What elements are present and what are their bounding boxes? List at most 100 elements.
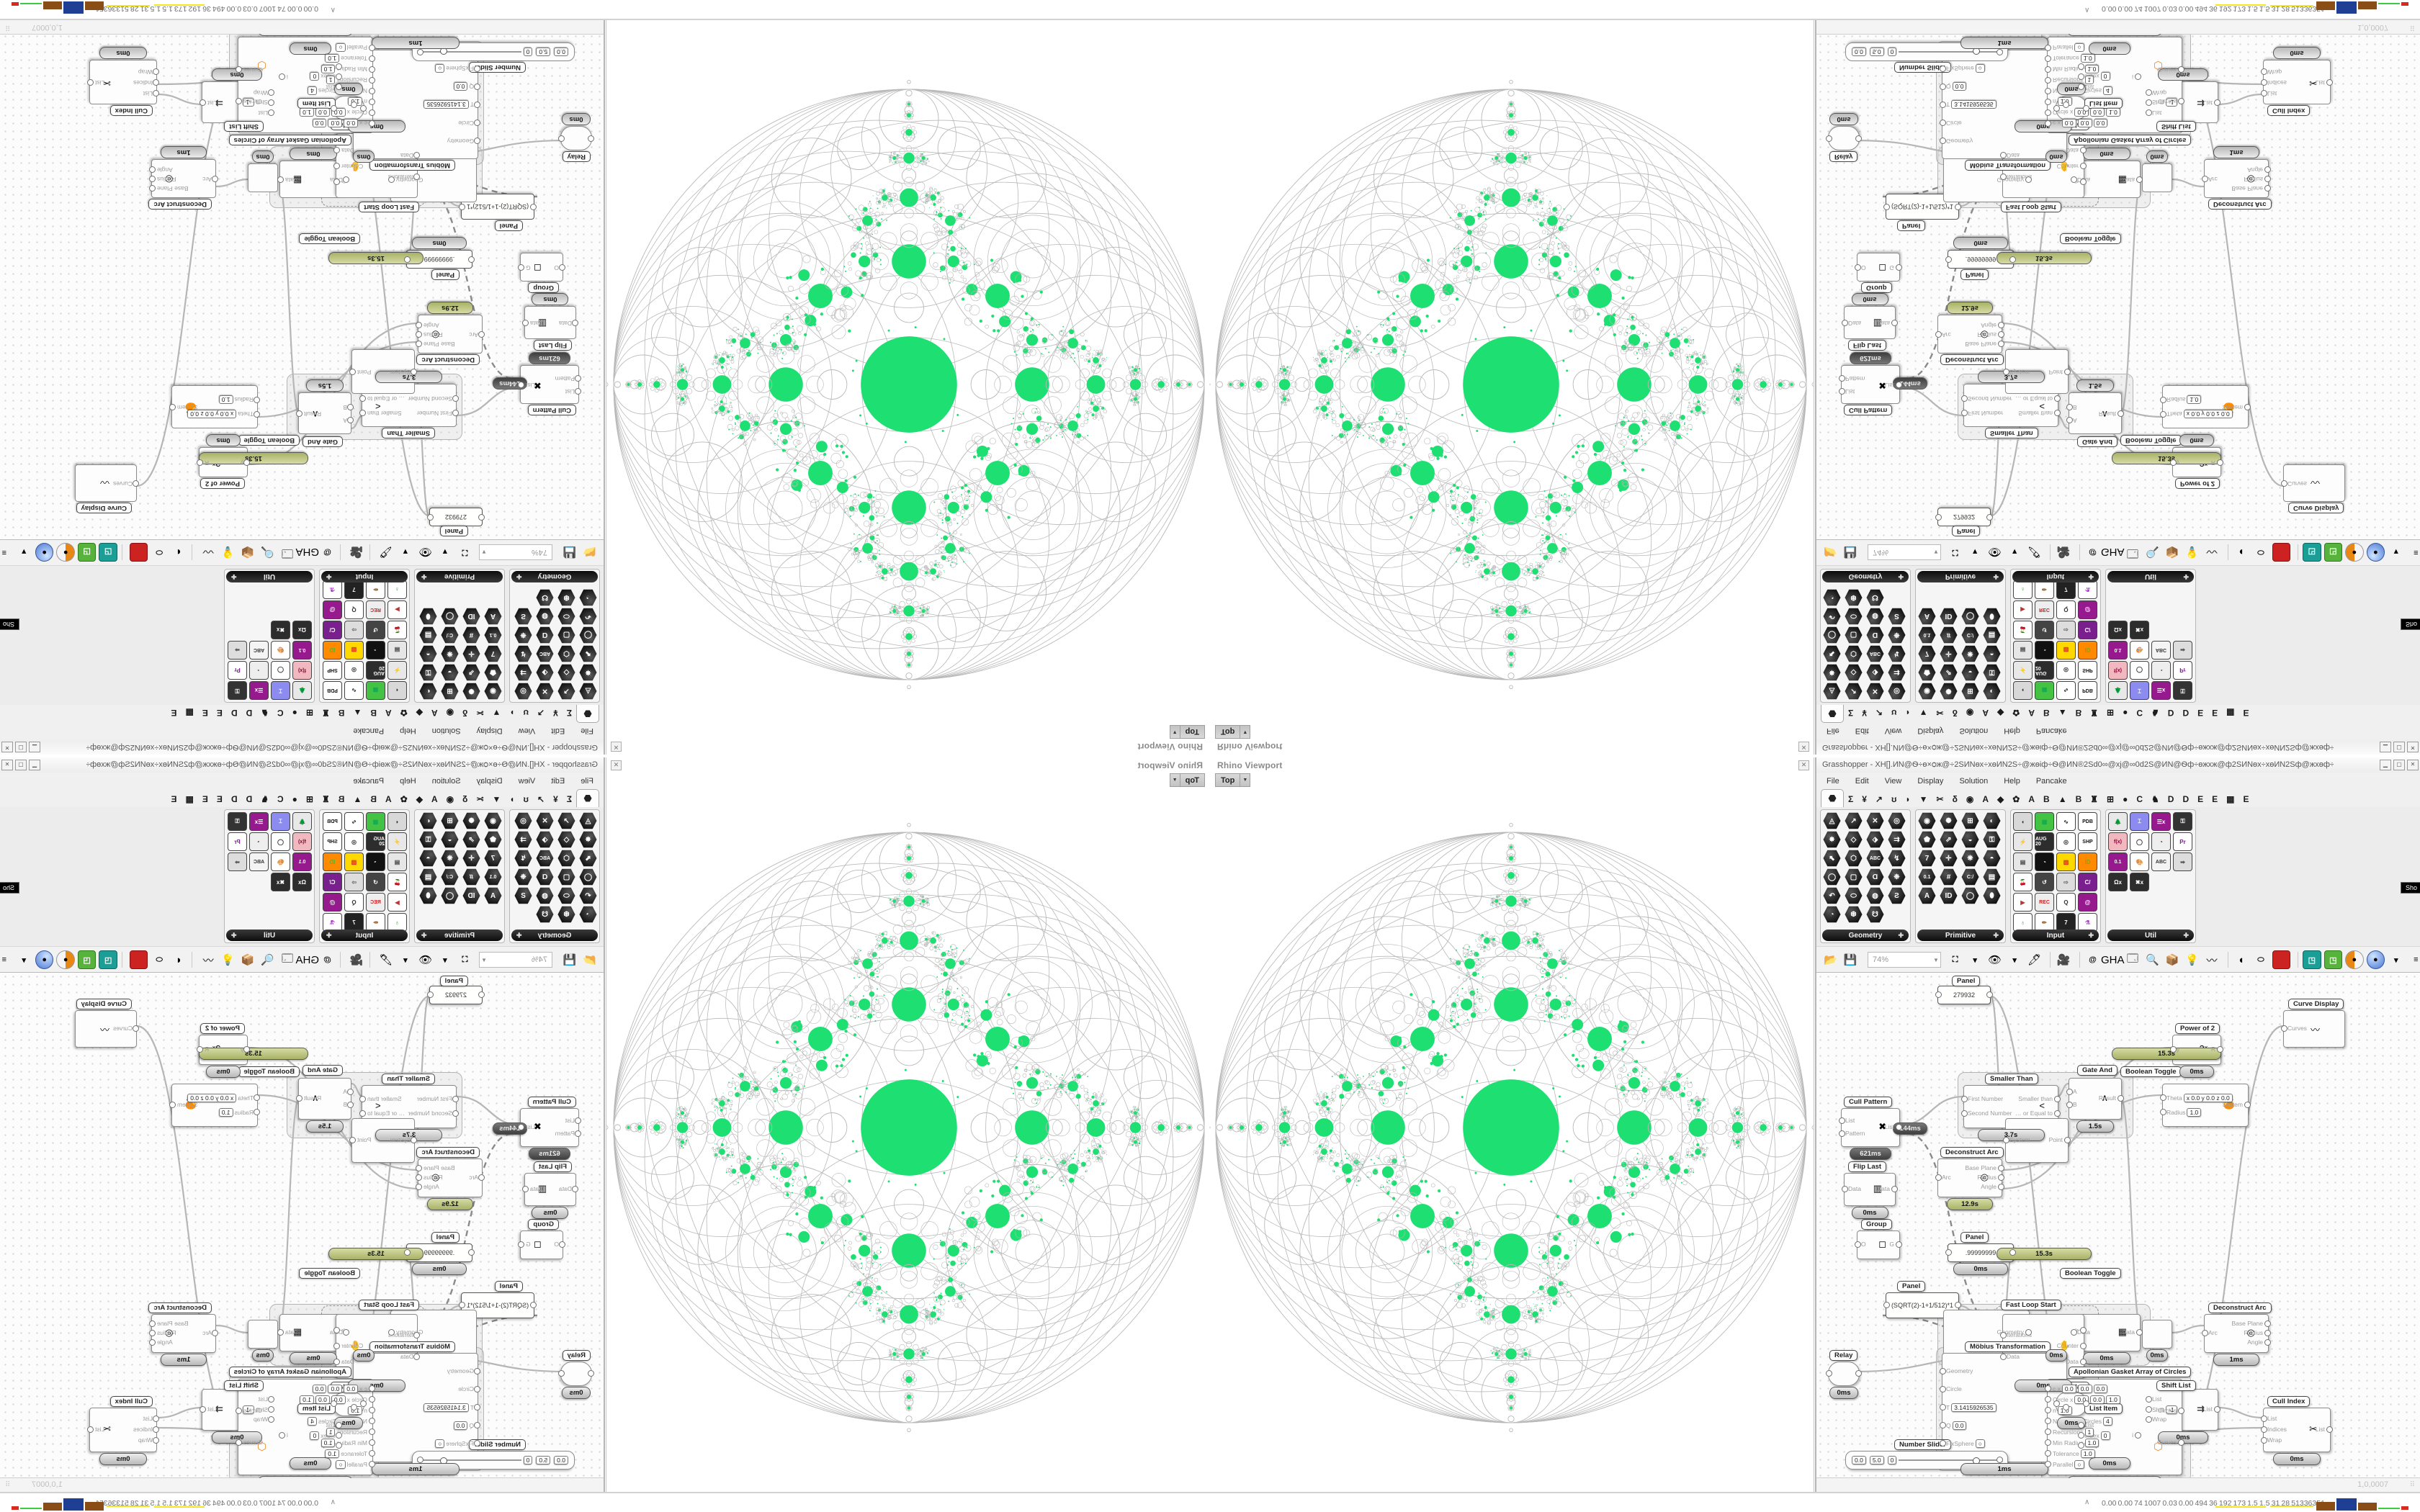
gh-node-label[interactable]: Panel — [1960, 269, 1989, 280]
toolbar-icon[interactable]: 📦 — [2165, 954, 2179, 966]
component-tab[interactable]: δ — [1952, 708, 1958, 718]
window-button[interactable]: ✕ — [2407, 760, 2419, 770]
port-dot[interactable] — [416, 1184, 422, 1190]
port-dot[interactable] — [347, 403, 354, 410]
toolbar-icon[interactable]: ≡ — [1, 548, 6, 557]
port-dot[interactable] — [413, 173, 420, 180]
component-icon[interactable]: ⬡ — [1845, 645, 1863, 662]
port-dot[interactable] — [2264, 1339, 2271, 1346]
port-dot[interactable] — [416, 331, 422, 338]
component-icon[interactable]: ↺ — [2035, 873, 2054, 891]
toolbar-icon[interactable]: ▾ — [2012, 955, 2017, 965]
component-icon[interactable]: 🎨 — [271, 641, 290, 660]
toolbar-icon[interactable]: ≡ — [1, 955, 6, 964]
window-button[interactable]: ▁ — [29, 742, 40, 752]
component-icon[interactable]: ∿ — [2056, 681, 2076, 700]
component-icon[interactable]: ↺ — [366, 873, 385, 891]
gh-node-label[interactable]: Deconstruct Arc — [416, 1147, 480, 1158]
port-dot[interactable] — [369, 120, 375, 127]
port-dot[interactable] — [411, 369, 417, 375]
component-tab[interactable]: ▲ — [2058, 794, 2067, 804]
component-icon[interactable]: # — [1940, 626, 1958, 644]
slider-value[interactable]: 5.0 — [536, 1456, 551, 1464]
toolbar-icon[interactable]: 📂 — [582, 546, 596, 558]
port-dot[interactable] — [2146, 109, 2152, 116]
component-icon[interactable]: ⬭ — [557, 608, 575, 625]
component-tab[interactable]: E — [2212, 708, 2218, 718]
component-icon[interactable]: SHP — [323, 832, 342, 851]
port-dot[interactable] — [1842, 320, 1848, 326]
toolbar-icon[interactable] — [129, 543, 148, 562]
port-dot[interactable] — [336, 1422, 342, 1428]
component-icon[interactable]: ⚿ — [1983, 664, 2001, 681]
component-tab[interactable]: A — [385, 708, 392, 718]
component-tab[interactable]: ¥ — [553, 708, 558, 718]
toolbar-icon[interactable]: ⛶ — [462, 955, 468, 964]
expand-icon[interactable]: ✚ — [231, 573, 237, 581]
expand-icon[interactable]: ✚ — [1898, 931, 1904, 939]
gh-wire[interactable] — [2000, 1094, 2163, 1171]
component-icon[interactable]: 🌲 — [2108, 812, 2128, 831]
port-dot[interactable] — [2160, 1094, 2166, 1102]
port-dot[interactable] — [369, 99, 375, 105]
port-dot[interactable] — [149, 1320, 156, 1327]
expand-icon[interactable]: ✚ — [421, 573, 427, 581]
gh-wire[interactable] — [456, 1095, 522, 1127]
port-dot[interactable] — [331, 1400, 337, 1407]
port-dot[interactable] — [459, 1302, 465, 1308]
component-icon[interactable]: f(x) — [2108, 832, 2128, 851]
component-tab[interactable]: ↗ — [537, 708, 545, 718]
component-icon[interactable]: ⌶ — [2130, 681, 2149, 700]
gh-node-label[interactable]: Smaller Than — [1985, 428, 2038, 438]
component-tab[interactable]: ▦ — [2226, 708, 2235, 718]
port-dot[interactable] — [416, 341, 422, 347]
port-dot[interactable] — [349, 1137, 356, 1143]
component-icon[interactable]: ⬮ — [419, 887, 437, 904]
component-icon[interactable]: Q — [2056, 893, 2076, 912]
port-dot[interactable] — [2003, 369, 2009, 375]
port-dot[interactable] — [1961, 409, 1968, 416]
component-icon[interactable]: ◖ — [387, 681, 407, 700]
component-tab[interactable]: ▲ — [2058, 708, 2067, 718]
component-icon[interactable]: ◯ — [1823, 868, 1841, 886]
component-icon[interactable]: ▤ — [1983, 868, 2001, 886]
component-icon[interactable]: Ƨ — [514, 887, 532, 904]
component-tab[interactable]: δ — [1952, 794, 1958, 804]
gh-node-label[interactable]: Panel — [494, 1281, 523, 1292]
port-dot[interactable] — [1935, 514, 1942, 521]
component-icon[interactable]: ID — [462, 608, 480, 625]
toolbar-icon[interactable]: 👁 — [1988, 546, 2002, 558]
gh-wire[interactable] — [277, 178, 301, 417]
gh-wire[interactable] — [277, 1095, 301, 1334]
component-tab[interactable]: B — [2043, 794, 2050, 804]
gh-node-label[interactable]: Fast Loop Start — [359, 202, 419, 212]
palette-panel-footer[interactable]: Util ✚ — [2107, 571, 2194, 582]
port-dot[interactable] — [474, 1422, 480, 1428]
slider-value[interactable]: 0 — [523, 1456, 533, 1464]
component-tab[interactable]: ʊ — [1891, 708, 1897, 718]
component-icon[interactable]: ◎ — [1888, 683, 1906, 700]
component-icon[interactable]: ☰x — [249, 681, 269, 700]
toolbar-icon[interactable]: 🖊 — [2027, 546, 2042, 558]
port-dot[interactable] — [474, 120, 480, 126]
gh-node-label[interactable]: Panel — [1952, 976, 1981, 986]
component-icon[interactable]: ✺ — [1940, 683, 1958, 700]
gh-node-label[interactable]: Möbius Transformation — [1965, 1341, 2051, 1352]
component-icon[interactable]: 7 — [484, 850, 502, 867]
gh-node-label[interactable]: Group — [528, 282, 559, 293]
toolbar-icon[interactable]: ▾ — [403, 547, 408, 557]
component-icon[interactable]: ⇉ — [1888, 831, 1906, 848]
component-icon[interactable]: ◓ — [1983, 850, 2001, 867]
palette-panel-footer[interactable]: Primitive ✚ — [416, 930, 503, 941]
gh-canvas[interactable]: 144ms 15.3s 15.3s Panel Curve Display Power o… — [1816, 972, 2420, 1478]
component-icon[interactable]: ▤ — [2013, 852, 2033, 871]
gh-node-label[interactable]: Cull Pattern — [527, 1097, 576, 1107]
gh-node-label[interactable]: Boolean Toggle — [238, 435, 300, 446]
port-dot[interactable] — [474, 102, 480, 108]
gh-node-label[interactable]: Gate And — [302, 1065, 343, 1076]
port-dot[interactable] — [1940, 1386, 1946, 1392]
component-icon[interactable]: ⬟ — [1918, 664, 1936, 681]
toolbar-icon[interactable]: ▾ — [403, 955, 408, 965]
component-icon[interactable]: ◐ — [419, 812, 437, 829]
component-icon[interactable]: ✏ — [366, 580, 385, 599]
